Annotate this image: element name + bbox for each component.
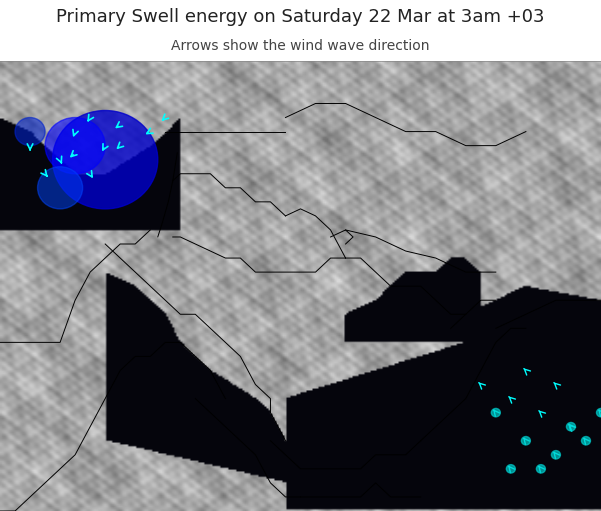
Circle shape	[15, 118, 45, 146]
Circle shape	[45, 118, 105, 174]
Text: Arrows show the wind wave direction: Arrows show the wind wave direction	[171, 39, 430, 53]
Circle shape	[566, 423, 576, 431]
Circle shape	[38, 167, 83, 209]
Circle shape	[596, 408, 601, 417]
Circle shape	[536, 464, 546, 473]
Circle shape	[506, 464, 516, 473]
Circle shape	[552, 451, 561, 459]
Circle shape	[521, 436, 531, 445]
Circle shape	[492, 408, 501, 417]
Text: Primary Swell energy on Saturday 22 Mar at 3am +03: Primary Swell energy on Saturday 22 Mar …	[56, 8, 545, 26]
Circle shape	[53, 110, 157, 209]
Circle shape	[582, 436, 591, 445]
